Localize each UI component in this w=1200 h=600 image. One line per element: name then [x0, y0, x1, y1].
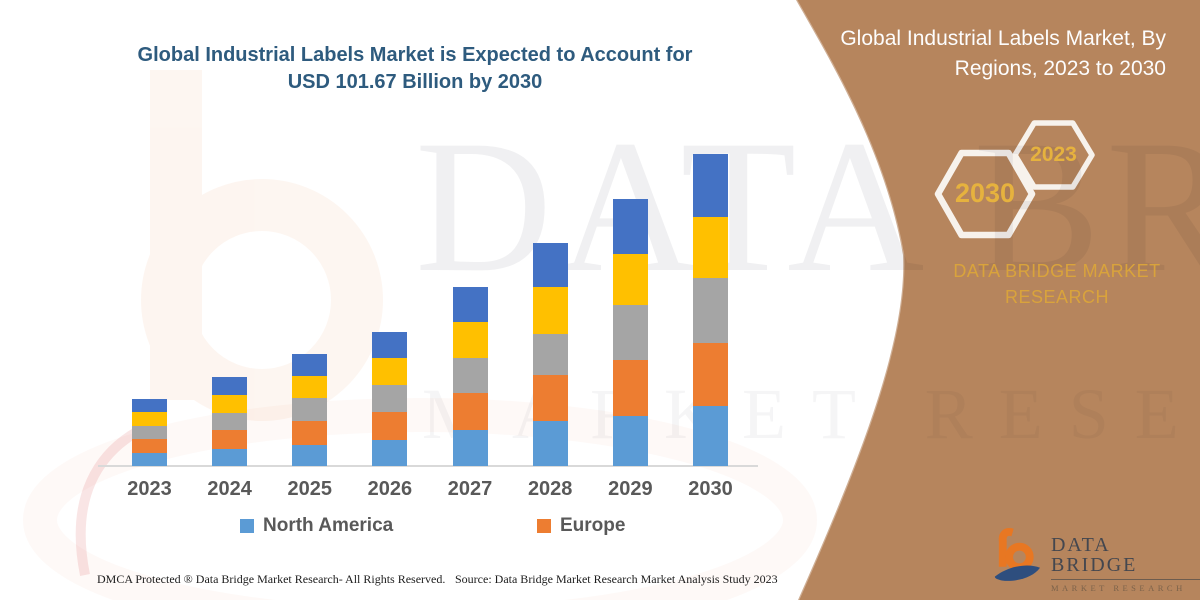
bar-segment-europe	[692, 342, 728, 407]
banner-title: Global Industrial Labels Market, By Regi…	[840, 27, 1166, 81]
x-axis-label-2029: 2029	[608, 478, 653, 500]
bar-segment-unlabeled-yellow-region	[532, 287, 568, 334]
legend-item-europe: Europe	[537, 515, 625, 537]
x-axis-label-2024: 2024	[207, 478, 252, 500]
bar-segment-unlabeled-darkblue-region	[292, 353, 328, 376]
bar-2024	[212, 377, 248, 466]
bar-segment-unlabeled-gray-region	[372, 385, 408, 412]
bar-segment-north-america	[612, 416, 648, 466]
bar-segment-europe	[532, 375, 568, 422]
bar-segment-north-america	[532, 421, 568, 466]
x-axis-label-2030: 2030	[688, 478, 733, 500]
data-bridge-logo: DATA BRIDGE MARKET RESEARCH	[992, 527, 1200, 593]
bar-segment-north-america	[132, 453, 167, 466]
bar-segment-unlabeled-yellow-region	[132, 412, 167, 427]
x-axis-label-2025: 2025	[287, 478, 333, 500]
bar-segment-unlabeled-darkblue-region	[372, 332, 408, 359]
bar-segment-unlabeled-gray-region	[692, 277, 728, 343]
bar-segment-unlabeled-gray-region	[532, 333, 568, 376]
bar-segment-unlabeled-darkblue-region	[612, 198, 648, 254]
hexagon-2023-outline	[1012, 120, 1095, 190]
legend-label: North America	[263, 515, 394, 536]
x-axis-label-2028: 2028	[527, 478, 573, 500]
bar-segment-north-america	[692, 406, 728, 466]
bar-segment-europe	[212, 430, 248, 450]
bar-2027	[452, 287, 488, 466]
bar-2026	[372, 332, 408, 466]
bar-segment-unlabeled-darkblue-region	[212, 377, 248, 395]
bar-segment-north-america	[452, 430, 488, 466]
bar-segment-unlabeled-gray-region	[612, 305, 648, 361]
bar-segment-europe	[372, 411, 408, 441]
bar-segment-unlabeled-darkblue-region	[132, 398, 167, 413]
bar-segment-unlabeled-yellow-region	[692, 216, 728, 278]
logo-subtitle-text: MARKET RESEARCH	[1050, 583, 1186, 593]
bar-segment-unlabeled-gray-region	[132, 426, 167, 440]
bar-2030	[692, 154, 728, 466]
bar-segment-unlabeled-darkblue-region	[532, 242, 568, 288]
footer-source-text: Source: Data Bridge Market Research Mark…	[455, 572, 778, 586]
x-axis-label-2027: 2027	[447, 478, 493, 500]
legend-swatch-icon	[537, 519, 551, 533]
bar-2029	[612, 198, 648, 466]
bar-segment-europe	[292, 420, 328, 445]
legend-label: Europe	[560, 515, 626, 536]
bar-2028	[532, 242, 568, 466]
bar-segment-europe	[612, 360, 648, 417]
bar-2025	[292, 353, 328, 466]
bar-segment-unlabeled-yellow-region	[292, 375, 328, 399]
bar-2023	[132, 398, 167, 466]
chart-title: Global Industrial Labels Market is Expec…	[137, 44, 693, 93]
brand-panel-text: DATA BRIDGE MARKET RESEARCH	[953, 261, 1161, 308]
x-axis-label-2023: 2023	[127, 478, 172, 500]
bar-segment-unlabeled-yellow-region	[372, 358, 408, 386]
bar-segment-unlabeled-darkblue-region	[452, 287, 488, 322]
bar-segment-europe	[132, 439, 167, 454]
bar-segment-unlabeled-gray-region	[292, 398, 328, 421]
bar-segment-unlabeled-gray-region	[452, 357, 488, 393]
logo-title-text: DATA BRIDGE	[1050, 535, 1200, 580]
bar-segment-north-america	[212, 449, 248, 466]
bar-segment-north-america	[292, 444, 328, 466]
bar-segment-europe	[452, 392, 488, 431]
hexagon-year-2023: 2023	[1030, 143, 1077, 166]
bar-segment-north-america	[372, 440, 408, 466]
footer-dmca-text: DMCA Protected ® Data Bridge Market Rese…	[97, 572, 446, 586]
bar-segment-unlabeled-yellow-region	[612, 253, 648, 306]
legend-swatch-icon	[240, 519, 254, 533]
x-axis-line	[98, 465, 758, 467]
bar-segment-unlabeled-yellow-region	[452, 321, 488, 358]
hexagon-year-2030: 2030	[954, 178, 1016, 208]
legend-item-north-america: North America	[240, 515, 393, 537]
hexagon-2030-outline	[934, 149, 1036, 239]
bar-segment-unlabeled-gray-region	[212, 412, 248, 431]
bar-segment-unlabeled-darkblue-region	[692, 154, 728, 217]
x-axis-label-2026: 2026	[367, 478, 413, 500]
bar-segment-unlabeled-yellow-region	[212, 394, 248, 413]
data-bridge-logo-icon	[994, 528, 1041, 581]
